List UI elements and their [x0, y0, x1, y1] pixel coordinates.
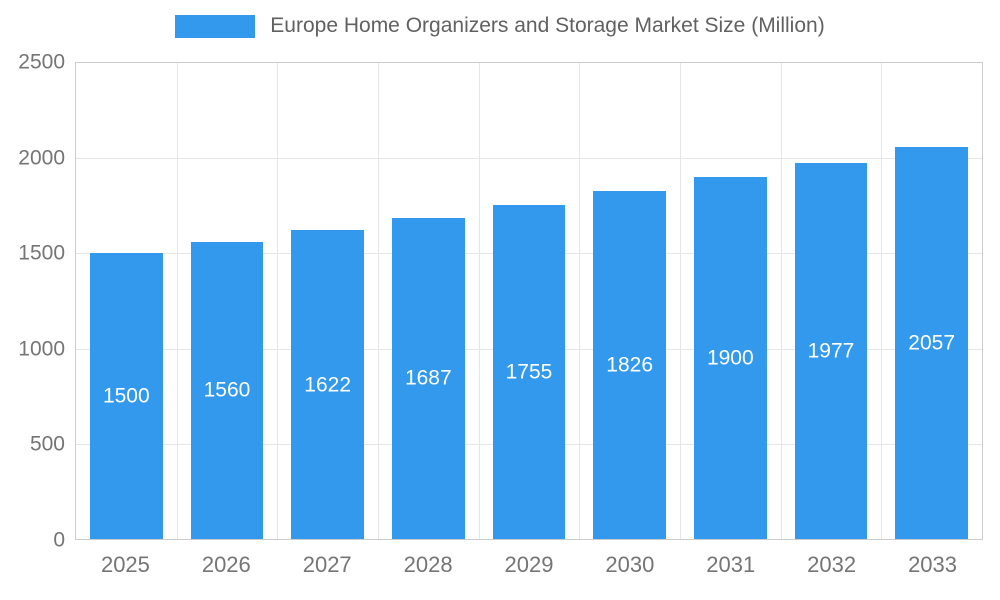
legend-swatch — [175, 14, 256, 38]
gridline-vertical — [478, 63, 480, 539]
x-axis-tick-label: 2028 — [403, 552, 453, 577]
gridline-horizontal — [76, 158, 982, 160]
chart-legend: Europe Home Organizers and Storage Marke… — [0, 14, 1000, 38]
bar-value-label: 1826 — [606, 353, 654, 377]
bar-2028: 1687 — [392, 217, 465, 539]
gridline-vertical — [579, 63, 581, 539]
x-axis-tick-label: 2032 — [807, 552, 857, 577]
y-axis-tick-label: 0 — [53, 528, 65, 552]
bar-value-label: 1900 — [706, 346, 754, 370]
chart-title: Europe Home Organizers and Storage Marke… — [270, 14, 825, 37]
bar-value-label: 1977 — [807, 339, 855, 363]
bar-value-label: 1500 — [102, 384, 150, 408]
bar-value-label: 1755 — [505, 360, 553, 384]
bar-2029: 1755 — [492, 204, 566, 539]
bar-2025: 1500 — [90, 253, 163, 539]
bar-2027: 1622 — [291, 230, 364, 539]
gridline-vertical — [377, 63, 379, 539]
y-axis-tick-label: 1500 — [18, 241, 65, 265]
bar-2031: 1900 — [694, 177, 767, 539]
bar-value-label: 1622 — [304, 373, 352, 397]
gridline-vertical — [277, 63, 279, 539]
x-axis-tick-label: 2029 — [504, 552, 554, 577]
x-axis-tick-label: 2033 — [908, 552, 958, 577]
x-axis-tick-label: 2027 — [302, 552, 352, 577]
y-axis: 0 500 1000 1500 2000 2500 — [0, 52, 65, 551]
x-axis: 2025 2026 2027 2028 2029 2030 2031 2032 2033 — [75, 552, 983, 586]
bar-2032: 1977 — [794, 162, 868, 539]
x-axis-tick-label: 2025 — [100, 552, 150, 577]
plot-area: 1500 1560 1622 1687 1755 1826 1900 1977 2057 — [75, 62, 983, 540]
bar-2026: 1560 — [190, 241, 264, 539]
y-axis-tick-label: 500 — [29, 432, 65, 456]
bar-value-label: 1560 — [203, 378, 251, 402]
gridline-vertical — [881, 63, 883, 539]
x-axis-tick-label: 2026 — [201, 552, 251, 577]
x-axis-tick-label: 2030 — [605, 552, 655, 577]
bar-value-label: 2057 — [908, 331, 956, 355]
bar-2033: 2057 — [895, 147, 968, 539]
x-axis-tick-label: 2031 — [706, 552, 756, 577]
gridline-vertical — [679, 63, 681, 539]
gridline-vertical — [176, 63, 178, 539]
bar-2030: 1826 — [593, 191, 666, 539]
gridline-vertical — [780, 63, 782, 539]
y-axis-tick-label: 2000 — [18, 146, 65, 170]
bar-value-label: 1687 — [404, 366, 452, 390]
y-axis-tick-label: 1000 — [18, 337, 65, 361]
y-axis-tick-label: 2500 — [18, 50, 65, 74]
